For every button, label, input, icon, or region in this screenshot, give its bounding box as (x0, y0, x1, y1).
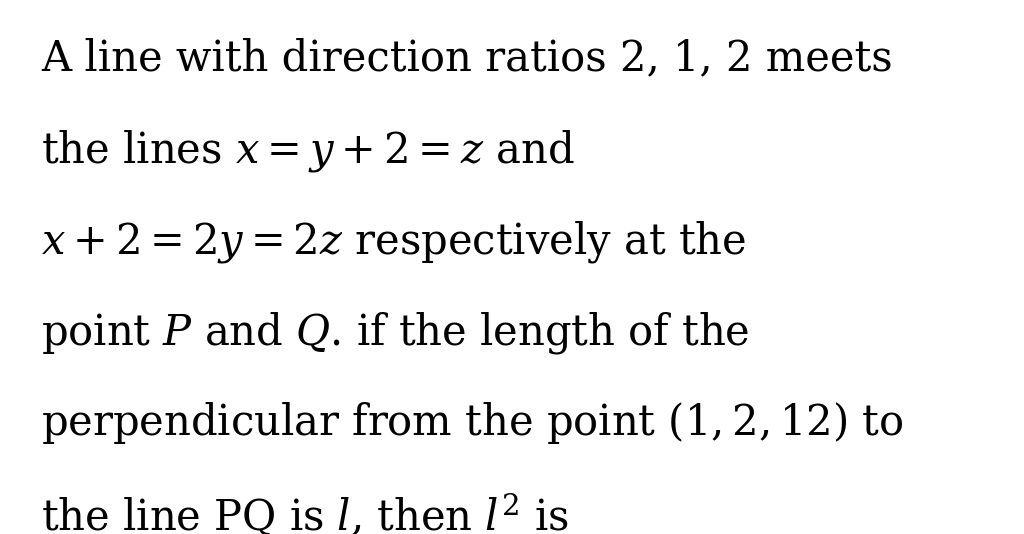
Text: point $P$ and $Q$. if the length of the: point $P$ and $Q$. if the length of the (41, 310, 750, 356)
Text: $x+2 = 2y = 2z$ respectively at the: $x+2 = 2y = 2z$ respectively at the (41, 219, 746, 265)
Text: the lines $x = y+2 = z$ and: the lines $x = y+2 = z$ and (41, 128, 574, 174)
Text: A line with direction ratios 2, 1, 2 meets: A line with direction ratios 2, 1, 2 mee… (41, 37, 893, 80)
Text: the line PQ is $l$, then $l^2$ is: the line PQ is $l$, then $l^2$ is (41, 491, 569, 534)
Text: perpendicular from the point $(1, 2, 12)$ to: perpendicular from the point $(1, 2, 12)… (41, 400, 903, 446)
